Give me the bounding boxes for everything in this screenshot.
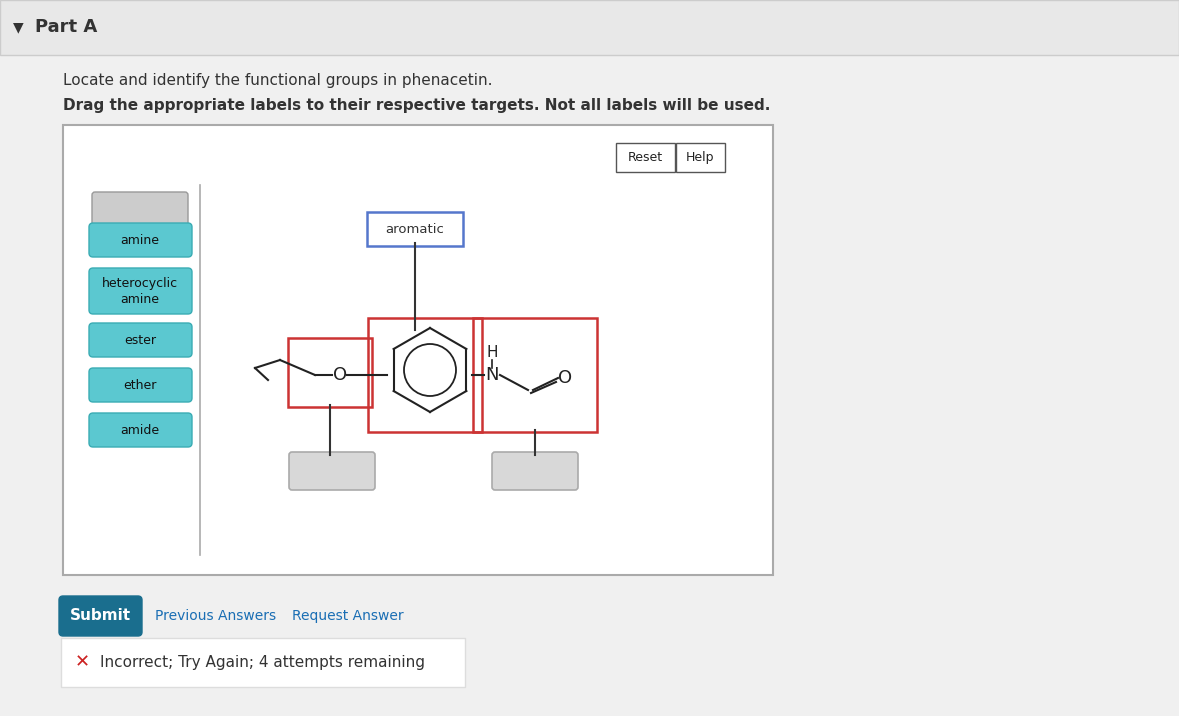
- Text: Submit: Submit: [70, 609, 131, 624]
- FancyBboxPatch shape: [88, 223, 192, 257]
- FancyBboxPatch shape: [88, 323, 192, 357]
- Text: ▼: ▼: [13, 20, 24, 34]
- FancyBboxPatch shape: [0, 0, 1179, 55]
- FancyBboxPatch shape: [615, 143, 676, 172]
- Text: O: O: [332, 366, 347, 384]
- Text: amide: amide: [120, 423, 159, 437]
- Text: ether: ether: [124, 379, 157, 392]
- FancyBboxPatch shape: [88, 413, 192, 447]
- Text: O: O: [558, 369, 572, 387]
- Text: ✕: ✕: [74, 653, 90, 671]
- FancyBboxPatch shape: [61, 638, 465, 687]
- Text: N: N: [486, 366, 499, 384]
- Text: Previous Answers: Previous Answers: [154, 609, 276, 623]
- Text: heterocyclic
amine: heterocyclic amine: [101, 276, 178, 306]
- Text: Reset: Reset: [627, 150, 663, 163]
- Text: Incorrect; Try Again; 4 attempts remaining: Incorrect; Try Again; 4 attempts remaini…: [100, 654, 424, 669]
- FancyBboxPatch shape: [88, 368, 192, 402]
- Text: Part A: Part A: [35, 18, 97, 36]
- FancyBboxPatch shape: [92, 192, 187, 226]
- FancyBboxPatch shape: [88, 268, 192, 314]
- FancyBboxPatch shape: [289, 452, 375, 490]
- Text: aromatic: aromatic: [386, 223, 444, 236]
- Text: Request Answer: Request Answer: [292, 609, 403, 623]
- Text: Locate and identify the functional groups in phenacetin.: Locate and identify the functional group…: [62, 72, 493, 87]
- Text: ester: ester: [124, 334, 156, 347]
- FancyBboxPatch shape: [367, 212, 463, 246]
- Text: amine: amine: [120, 233, 159, 246]
- FancyBboxPatch shape: [62, 125, 773, 575]
- Text: H: H: [486, 344, 498, 359]
- FancyBboxPatch shape: [59, 596, 141, 636]
- FancyBboxPatch shape: [492, 452, 578, 490]
- FancyBboxPatch shape: [676, 143, 725, 172]
- Text: Help: Help: [686, 150, 714, 163]
- Text: Drag the appropriate labels to their respective targets. Not all labels will be : Drag the appropriate labels to their res…: [62, 97, 770, 112]
